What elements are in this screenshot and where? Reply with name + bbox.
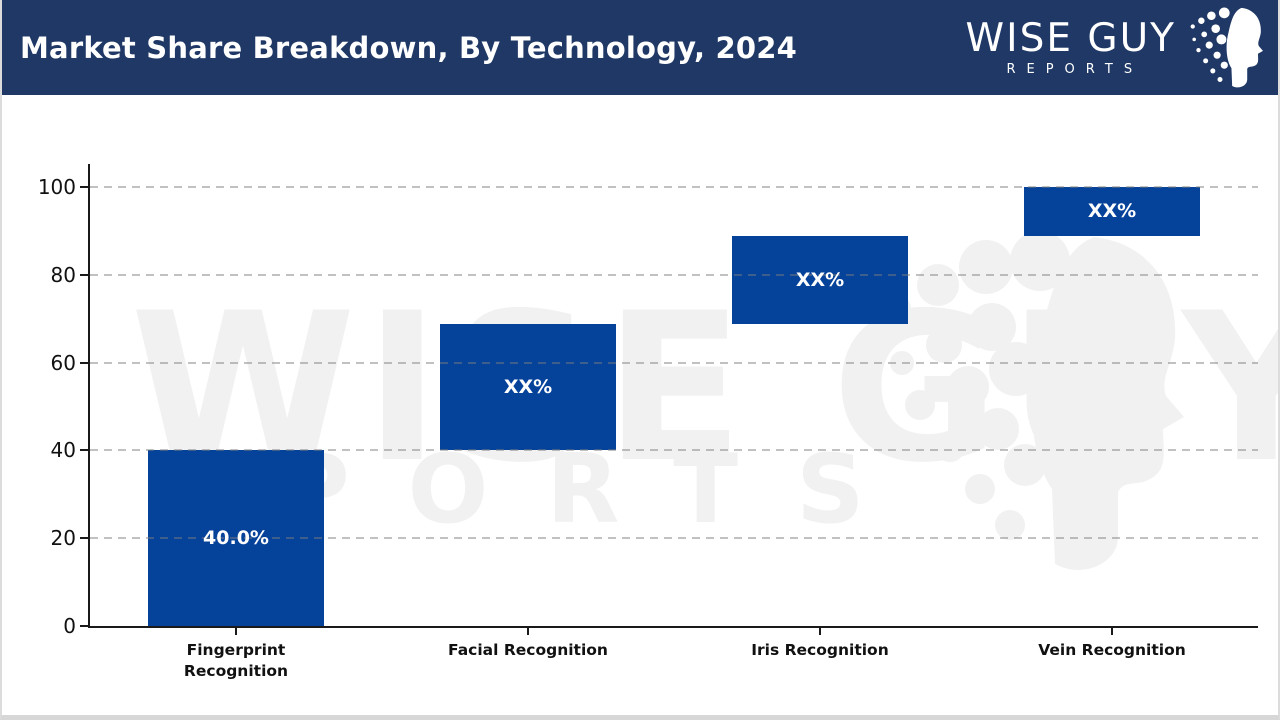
x-axis-category-line: Facial Recognition	[448, 641, 608, 659]
brand-logo: WISE GUY REPORTS	[966, 0, 1268, 95]
bar	[1024, 187, 1200, 236]
y-axis-tick-label: 40	[50, 438, 76, 463]
x-axis-tick	[1111, 628, 1113, 635]
y-axis-tick-label: 0	[63, 614, 76, 638]
bar	[148, 450, 324, 626]
bar-value-label: XX%	[795, 268, 845, 291]
y-axis-tick	[80, 186, 88, 188]
chart-title: Market Share Breakdown, By Technology, 2…	[20, 30, 798, 65]
y-axis-tick	[80, 625, 88, 627]
watermark-face-dots-icon	[881, 231, 1184, 570]
bar-value-label: XX%	[503, 376, 553, 399]
y-axis-tick-label: 100	[37, 175, 76, 199]
y-axis-tick-label: 80	[50, 262, 76, 287]
x-axis-tick	[527, 628, 529, 635]
watermark-text-line2: PORTS	[280, 435, 923, 545]
bar-value-label: XX%	[1087, 200, 1137, 223]
x-axis-tick	[235, 628, 237, 635]
bar	[732, 235, 908, 324]
header-bar: Market Share Breakdown, By Technology, 2…	[0, 0, 1280, 95]
x-axis-category-line: Recognition	[183, 661, 289, 680]
y-axis-tick	[80, 361, 88, 364]
x-axis-category-line: Iris Recognition	[751, 641, 889, 659]
brand-name: WISE GUY	[965, 16, 1176, 61]
y-axis-tick	[80, 449, 88, 452]
bar	[440, 323, 616, 451]
gridline	[90, 273, 1258, 276]
x-axis-category-label: Fingerprint Recognition	[184, 640, 288, 682]
y-axis-tick-label: 20	[50, 526, 76, 551]
x-axis-category-label: Facial Recognition	[448, 640, 608, 661]
x-axis-category-line: Fingerprint	[186, 641, 286, 659]
y-axis-tick-label: 60	[50, 350, 76, 375]
x-axis-category-label: Vein Recognition	[1038, 640, 1186, 661]
brand-face-dots-icon	[1190, 7, 1263, 87]
y-axis-tick	[80, 273, 88, 276]
brand-logo-text: WISE GUY REPORTS	[966, 19, 1176, 76]
x-axis-tick	[819, 628, 821, 635]
gridline	[90, 537, 1258, 540]
gridline	[90, 449, 1258, 452]
x-axis-line	[88, 626, 1258, 628]
gridline	[90, 186, 1258, 188]
brand-subname: REPORTS	[1006, 62, 1144, 77]
x-axis-category-line: Vein Recognition	[1038, 641, 1186, 659]
x-axis-category-label: Iris Recognition	[751, 640, 888, 661]
bar-value-label: 40.0%	[203, 527, 269, 550]
gridline	[90, 361, 1258, 364]
y-axis-tick	[80, 537, 88, 540]
y-axis-line	[88, 164, 90, 628]
